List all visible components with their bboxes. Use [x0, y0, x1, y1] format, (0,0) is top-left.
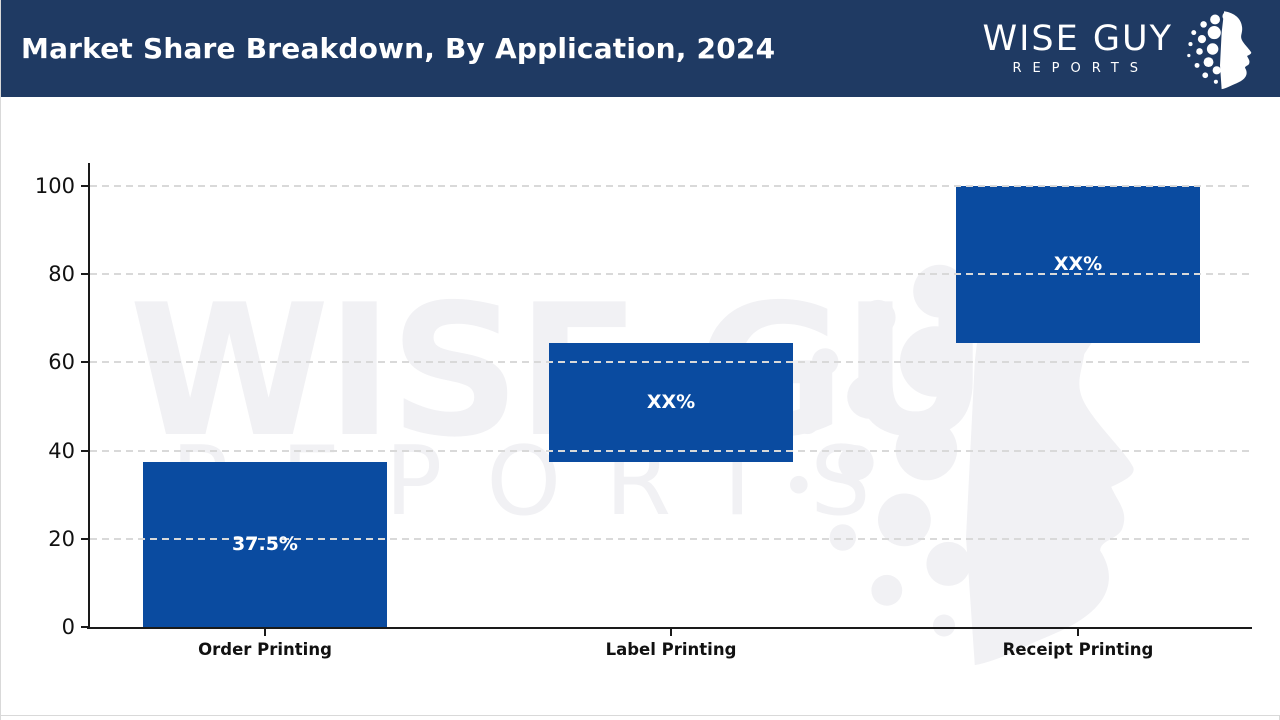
brand-face-icon [1187, 10, 1252, 89]
gridline-60 [90, 361, 1252, 364]
bar-value-label-receipt-printing: XX% [1053, 253, 1103, 276]
y-tick-mark-20 [81, 537, 89, 540]
header-bar: Market Share Breakdown, By Application, … [1, 0, 1280, 97]
brand-logo: WISE GUY REPORTS [982, 7, 1261, 91]
gridline-80 [90, 273, 1252, 276]
gridline-20 [90, 537, 1252, 540]
y-tick-label-20: 20 [48, 526, 75, 551]
y-tick-label-100: 100 [34, 174, 75, 198]
y-tick-mark-0 [81, 626, 89, 628]
brand-name: WISE GUY [982, 19, 1173, 59]
y-tick-label-0: 0 [61, 615, 75, 639]
bar-receipt-printing [956, 186, 1200, 343]
brand-logo-text: WISE GUY REPORTS [982, 19, 1173, 76]
x-category-label-receipt-printing: Receipt Printing [1002, 640, 1154, 659]
page-title: Market Share Breakdown, By Application, … [21, 32, 776, 65]
x-tick-mark-label-printing [670, 629, 672, 636]
x-category-label-label-printing: Label Printing [605, 640, 737, 659]
y-tick-mark-60 [81, 361, 89, 364]
y-tick-mark-100 [81, 185, 89, 187]
y-tick-label-40: 40 [48, 438, 75, 463]
y-axis-line [88, 163, 91, 629]
y-tick-label-60: 60 [48, 350, 75, 375]
y-tick-mark-80 [81, 273, 89, 276]
y-tick-mark-40 [81, 449, 89, 452]
chart-area: WISE GUY REPORTS 02040608010037.5%Order … [1, 97, 1280, 716]
x-category-label-order-printing: Order Printing [198, 640, 332, 659]
x-tick-mark-order-printing [264, 629, 266, 636]
bar-value-label-order-printing: 37.5% [232, 533, 298, 556]
x-tick-mark-receipt-printing [1077, 629, 1079, 636]
bar-value-label-label-printing: XX% [646, 391, 696, 414]
bar-order-printing [143, 461, 387, 627]
gridline-100 [90, 185, 1252, 187]
x-axis-line [87, 627, 1252, 630]
y-tick-label-80: 80 [48, 262, 75, 287]
brand-subtitle: REPORTS [1012, 61, 1150, 76]
gridline-40 [90, 449, 1252, 452]
